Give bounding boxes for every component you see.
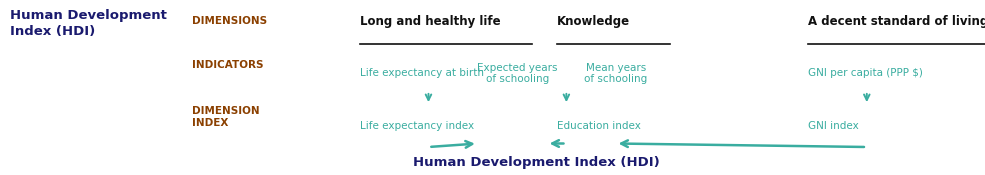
Text: Life expectancy at birth: Life expectancy at birth — [360, 68, 484, 79]
Text: DIMENSION
INDEX: DIMENSION INDEX — [192, 106, 260, 128]
Text: Human Development
Index (HDI): Human Development Index (HDI) — [10, 9, 166, 38]
Text: Long and healthy life: Long and healthy life — [360, 15, 500, 27]
Text: Expected years
of schooling: Expected years of schooling — [477, 63, 558, 84]
Text: Education index: Education index — [557, 121, 640, 131]
Text: GNI per capita (PPP $): GNI per capita (PPP $) — [808, 68, 923, 79]
Text: Knowledge: Knowledge — [557, 15, 629, 27]
Text: INDICATORS: INDICATORS — [192, 60, 264, 70]
Text: Mean years
of schooling: Mean years of schooling — [584, 63, 647, 84]
Text: A decent standard of living: A decent standard of living — [808, 15, 985, 27]
Text: DIMENSIONS: DIMENSIONS — [192, 16, 267, 26]
Text: Life expectancy index: Life expectancy index — [360, 121, 474, 131]
Text: GNI index: GNI index — [808, 121, 859, 131]
Text: Human Development Index (HDI): Human Development Index (HDI) — [414, 156, 660, 169]
